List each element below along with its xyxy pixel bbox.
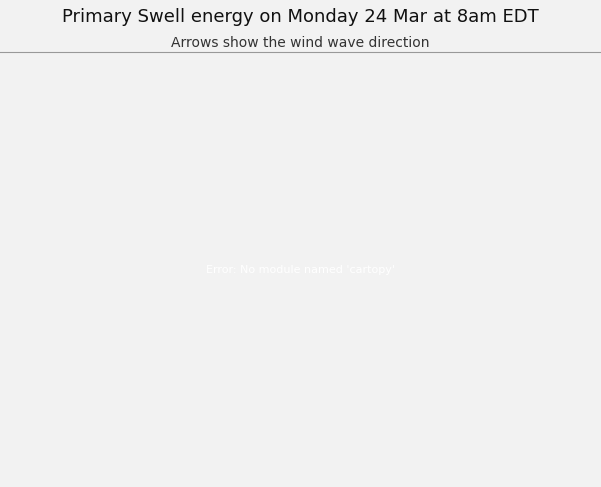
Text: Arrows show the wind wave direction: Arrows show the wind wave direction bbox=[171, 36, 430, 50]
Text: Error: No module named 'cartopy': Error: No module named 'cartopy' bbox=[206, 264, 395, 275]
Text: Primary Swell energy on Monday 24 Mar at 8am EDT: Primary Swell energy on Monday 24 Mar at… bbox=[62, 8, 539, 26]
